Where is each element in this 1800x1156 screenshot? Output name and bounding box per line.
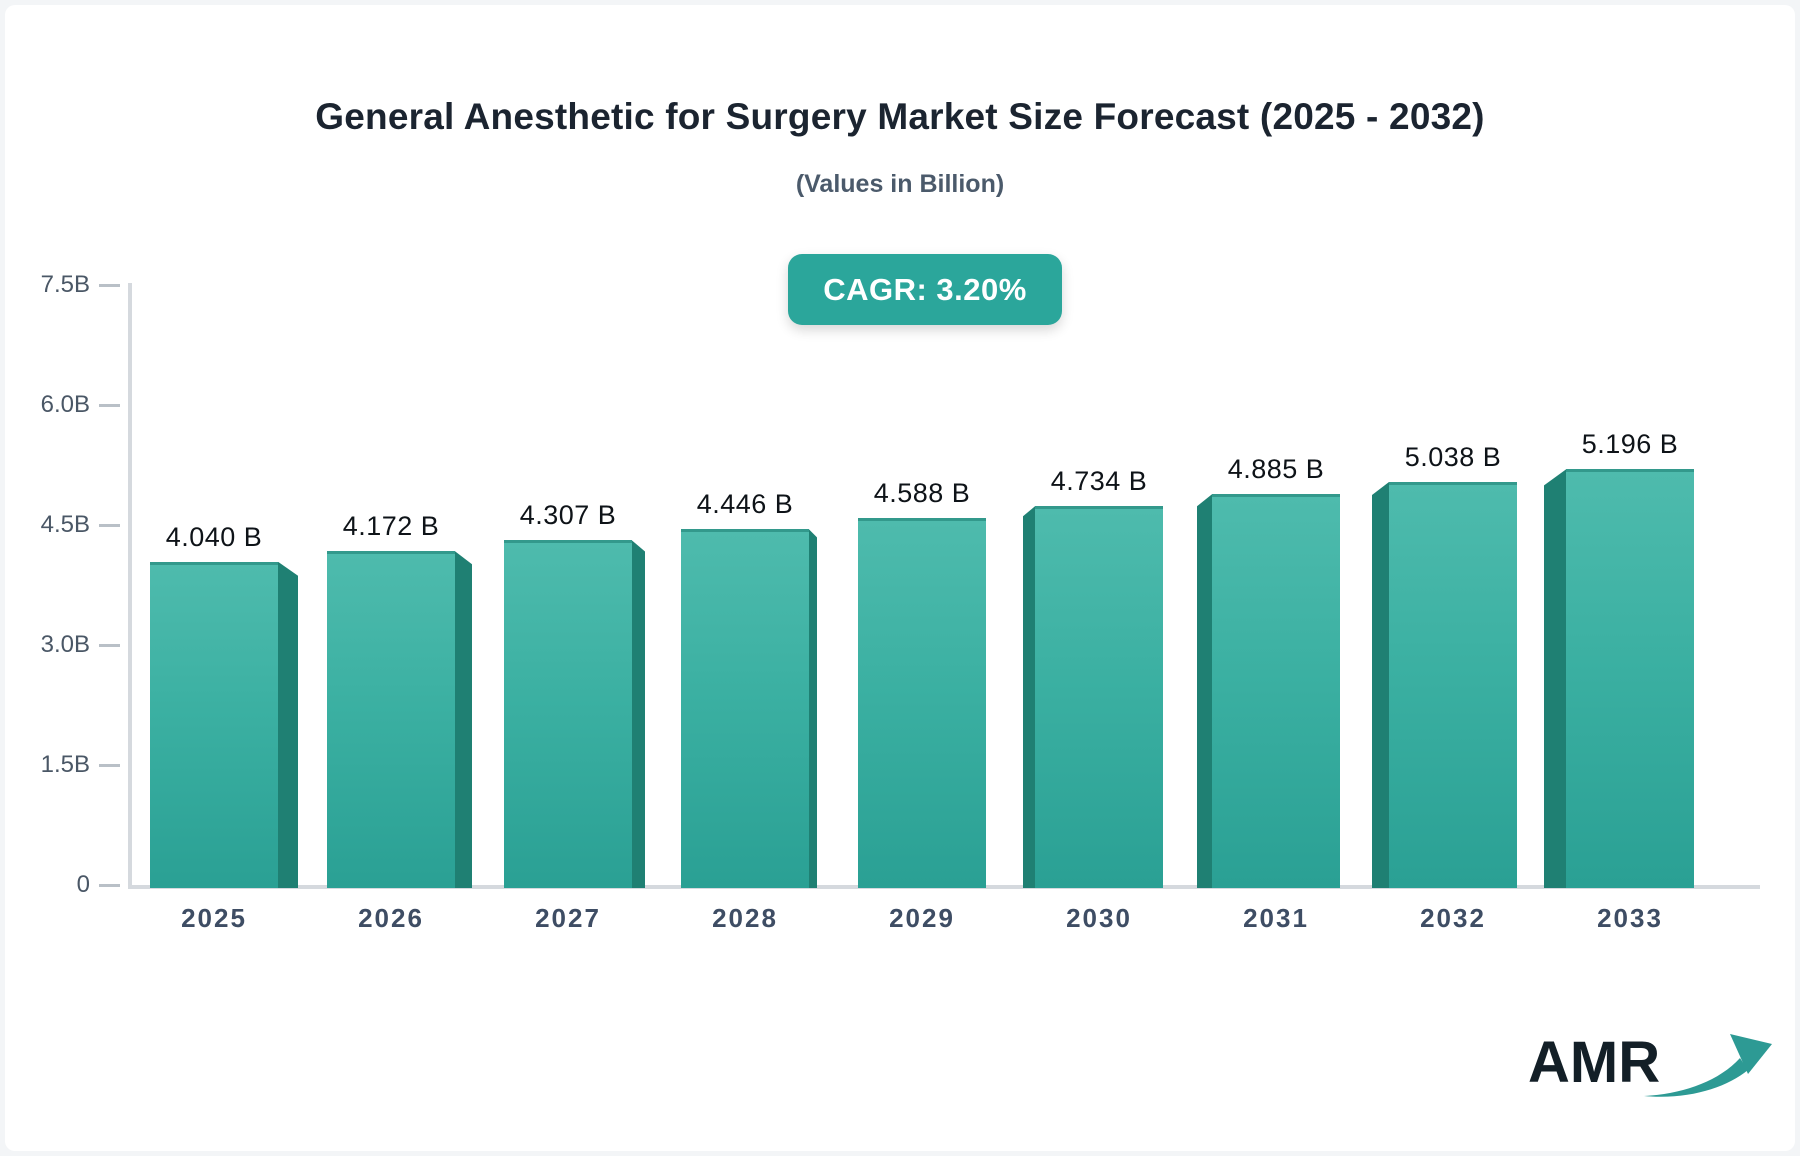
- bar-2029: [858, 517, 986, 888]
- bar-value-label-2031: 4.885 B: [1227, 454, 1325, 485]
- growth-arrow-icon: [1644, 1034, 1772, 1097]
- y-tick-dash: [99, 644, 120, 647]
- x-axis-label-2030: 2030: [1066, 903, 1132, 933]
- bar-2026: [327, 551, 455, 888]
- bar-2027: [504, 540, 632, 888]
- cagr-badge: CAGR: 3.20%: [788, 254, 1062, 325]
- bar-2028: [681, 529, 809, 888]
- x-axis-label-2026: 2026: [358, 903, 424, 933]
- bar-2025: [150, 561, 278, 888]
- bar-value-label-2025: 4.040 B: [165, 521, 263, 552]
- x-axis-label-2032: 2032: [1420, 903, 1486, 933]
- x-axis-label-2031: 2031: [1243, 903, 1309, 933]
- bar-value-label-2033: 5.196 B: [1581, 429, 1679, 460]
- bar-2032: [1389, 481, 1517, 888]
- y-tick-dash: [99, 764, 120, 767]
- x-axis-label-2027: 2027: [535, 903, 601, 933]
- brand-logo-text: AMR: [1528, 1030, 1661, 1095]
- bar-value-label-2026: 4.172 B: [342, 511, 440, 542]
- bar-side-2031: [1197, 494, 1212, 888]
- bar-2031: [1212, 494, 1340, 888]
- x-axis-label-2025: 2025: [181, 903, 247, 933]
- brand-logo: AMR: [1528, 1028, 1778, 1108]
- bar-value-label-2028: 4.446 B: [696, 489, 794, 520]
- bar-side-2027: [632, 540, 645, 888]
- bar-side-2033: [1544, 469, 1566, 888]
- bar-2030: [1035, 506, 1163, 888]
- y-tick-dash: [99, 524, 120, 527]
- chart-title: General Anesthetic for Surgery Market Si…: [315, 96, 1485, 137]
- bar-side-2032: [1372, 481, 1389, 888]
- bar-side-2028: [809, 529, 817, 888]
- x-axis-label-2033: 2033: [1597, 903, 1663, 933]
- y-tick-label-1.5B: 1.5B: [40, 751, 90, 778]
- y-tick-label-6.0B: 6.0B: [40, 391, 90, 418]
- bar-side-2026: [455, 551, 472, 888]
- bar-value-label-2030: 4.734 B: [1050, 466, 1148, 497]
- bar-value-label-2027: 4.307 B: [519, 500, 617, 531]
- bar-side-2030: [1023, 506, 1035, 888]
- bar-2033: [1566, 469, 1694, 888]
- bar-value-label-2032: 5.038 B: [1404, 441, 1502, 472]
- y-tick-dash: [99, 404, 120, 407]
- x-axis-label-2029: 2029: [889, 903, 955, 933]
- x-axis-label-2028: 2028: [712, 903, 778, 933]
- y-tick-label-7.5B: 7.5B: [40, 271, 90, 298]
- chart-subtitle: (Values in Billion): [795, 170, 1005, 198]
- bar-side-2025: [278, 561, 298, 888]
- y-tick-dash: [99, 884, 120, 887]
- bar-value-label-2029: 4.588 B: [873, 477, 971, 508]
- y-axis-line: [128, 283, 132, 887]
- y-tick-label-0: 0: [76, 871, 90, 898]
- y-tick-dash: [99, 284, 120, 287]
- y-tick-label-4.5B: 4.5B: [40, 511, 90, 538]
- y-tick-label-3.0B: 3.0B: [40, 631, 90, 658]
